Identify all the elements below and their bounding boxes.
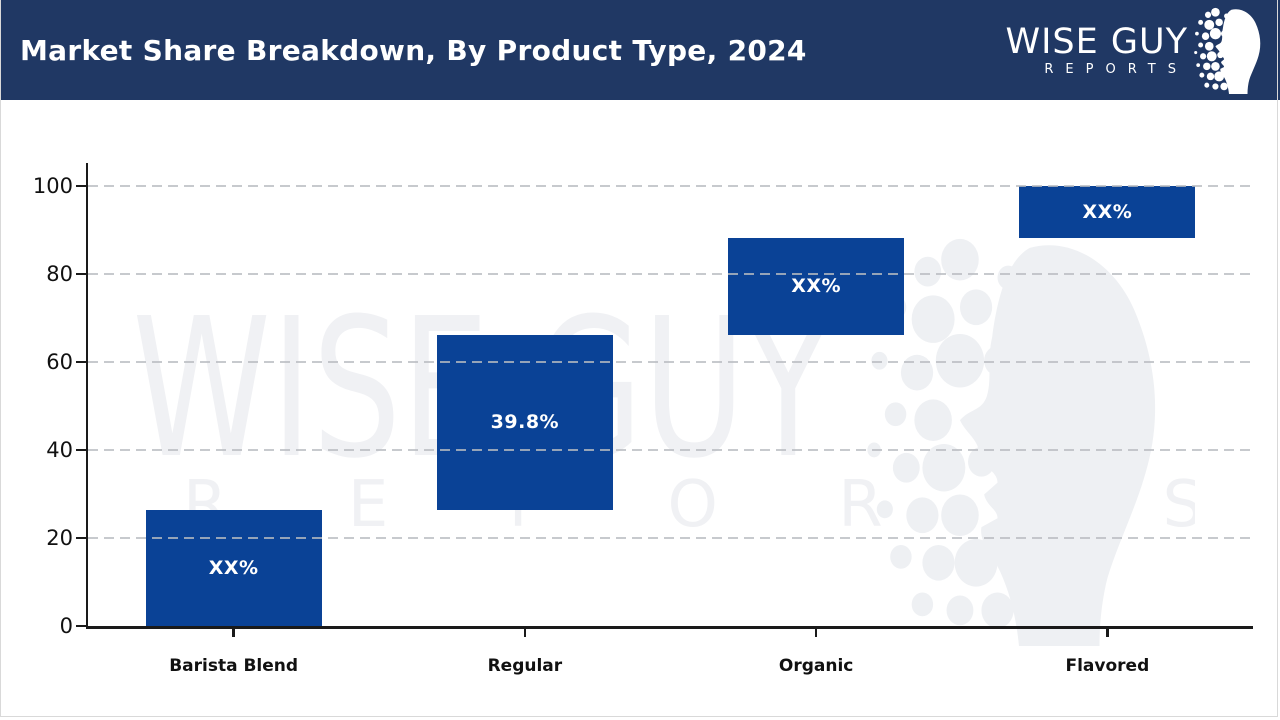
bar-value-label: 39.8% [490, 411, 560, 434]
bar-value-label: XX% [791, 275, 842, 298]
y-axis-tick-label: 60 [46, 350, 73, 374]
y-axis-tick-label: 80 [46, 262, 73, 286]
x-axis-category-label: Organic [778, 656, 854, 676]
y-tick-100 [76, 184, 86, 188]
y-tick-0 [76, 624, 86, 628]
bar-regular: 39.8% [436, 334, 613, 510]
bar-value-label: XX% [1082, 200, 1133, 223]
x-tick-2 [814, 628, 818, 637]
y-axis-tick-label: 40 [46, 438, 73, 462]
logo-wordmark: WISE GUY [1005, 21, 1188, 62]
gridline-60 [88, 361, 1253, 363]
x-axis-category-label: Barista Blend [169, 656, 299, 676]
logo-face-icon [1194, 7, 1261, 94]
logo-text: WISE GUY REPORTS [1005, 23, 1188, 78]
gridline-20 [88, 537, 1253, 539]
x-axis-spine [85, 626, 1253, 629]
bar-flavored: XX% [1019, 186, 1196, 238]
x-axis-category-label: Flavored [1065, 656, 1150, 676]
x-tick-3 [1106, 628, 1109, 637]
x-axis-category-label: Regular [487, 656, 563, 676]
page-title: Market Share Breakdown, By Product Type,… [20, 33, 807, 67]
wise-guy-logo: WISE GUY REPORTS [1005, 6, 1266, 94]
y-axis-spine [85, 163, 88, 629]
logo-subtitle: REPORTS [1044, 62, 1188, 78]
bar-barista-blend: XX% [145, 509, 322, 626]
y-tick-80 [76, 272, 86, 276]
gridline-80 [88, 273, 1253, 275]
bar-organic: XX% [728, 237, 905, 335]
y-tick-40 [76, 448, 86, 452]
x-tick-1 [523, 628, 527, 637]
header: Market Share Breakdown, By Product Type,… [0, 0, 1280, 100]
x-tick-0 [232, 628, 235, 637]
y-axis-tick-label: 20 [46, 526, 73, 550]
y-tick-60 [76, 360, 86, 364]
gridline-100 [88, 185, 1253, 187]
bar-value-label: XX% [208, 556, 259, 579]
gridline-40 [88, 449, 1253, 451]
plot-area: 0 20 40 60 80 100 XX% Barista Blend 39.8% Regular… [33, 163, 1253, 676]
y-axis-tick-label: 0 [59, 614, 73, 638]
y-axis-tick-label: 100 [32, 174, 73, 198]
y-tick-20 [76, 536, 86, 540]
